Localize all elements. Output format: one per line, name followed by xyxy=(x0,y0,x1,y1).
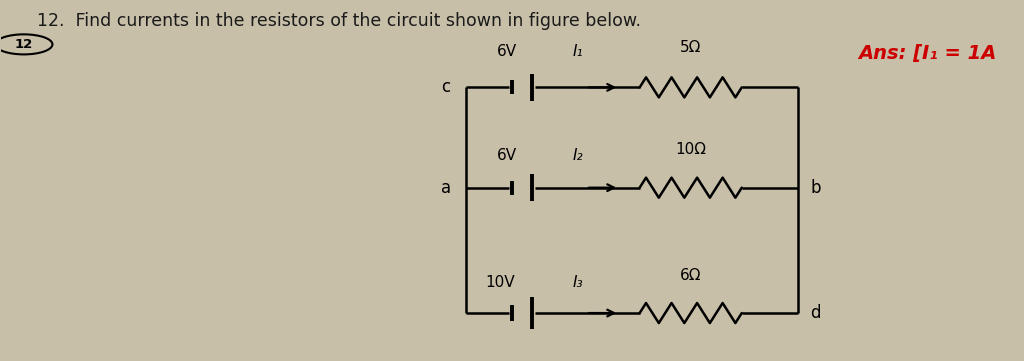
Text: 12.  Find currents in the resistors of the circuit shown in figure below.: 12. Find currents in the resistors of th… xyxy=(37,12,641,30)
Text: c: c xyxy=(441,78,451,96)
Text: 6V: 6V xyxy=(497,44,517,59)
Text: Ans: [I₁ = 1A: Ans: [I₁ = 1A xyxy=(859,44,997,64)
Text: 5Ω: 5Ω xyxy=(680,40,701,55)
Text: a: a xyxy=(440,179,451,197)
Text: 6V: 6V xyxy=(497,148,517,162)
Text: d: d xyxy=(810,304,820,322)
Text: I₁: I₁ xyxy=(573,44,584,59)
Text: 12: 12 xyxy=(14,38,33,51)
Text: b: b xyxy=(810,179,820,197)
Text: I₂: I₂ xyxy=(573,148,584,162)
Text: 10Ω: 10Ω xyxy=(675,142,707,157)
Text: 6Ω: 6Ω xyxy=(680,268,701,283)
Text: I₃: I₃ xyxy=(573,275,584,290)
Text: 10V: 10V xyxy=(485,275,514,290)
